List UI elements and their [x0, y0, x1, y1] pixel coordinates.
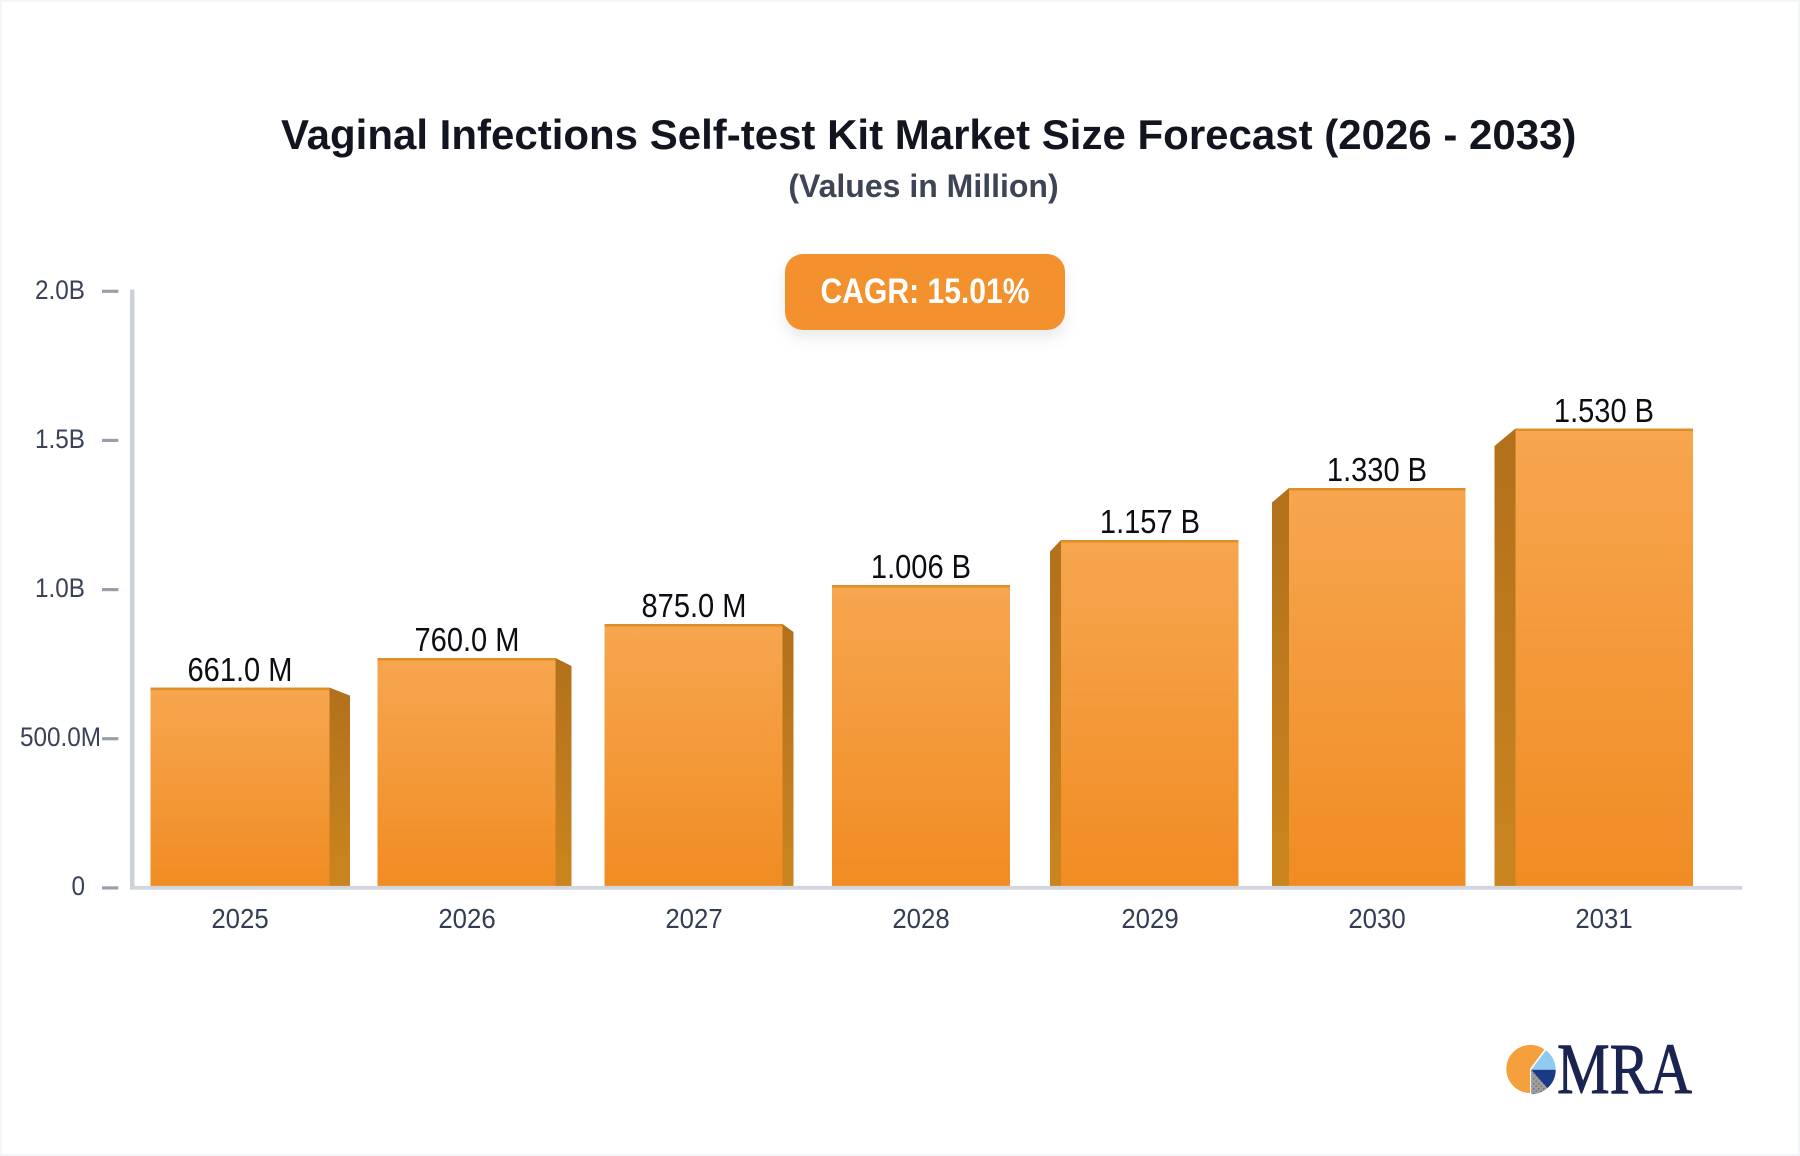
svg-text:MRA: MRA — [1557, 1035, 1692, 1109]
